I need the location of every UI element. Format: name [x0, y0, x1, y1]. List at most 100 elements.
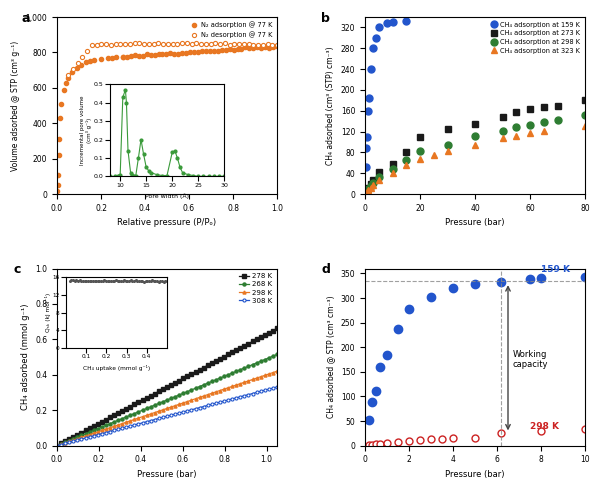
CH₄ adsorption at 159 K	[364, 134, 371, 140]
Text: 159 K: 159 K	[541, 265, 570, 274]
N₂ desorption @ 77 K	[240, 41, 247, 47]
N₂ desorption @ 77 K	[202, 41, 209, 47]
Text: 298 K: 298 K	[530, 422, 559, 431]
N₂ desorption @ 77 K	[136, 40, 143, 46]
CH₄ adsorption at 298 K	[472, 133, 479, 139]
N₂ desorption @ 77 K	[193, 40, 200, 46]
N₂ adsorption @ 77 K	[242, 44, 249, 50]
278 K	[269, 328, 277, 334]
N₂ desorption @ 77 K	[69, 66, 76, 72]
N₂ desorption @ 77 K	[79, 54, 86, 60]
Line: N₂ desorption @ 77 K: N₂ desorption @ 77 K	[66, 41, 279, 77]
CH₄ adsorption at 273 K	[362, 189, 370, 195]
N₂ adsorption @ 77 K	[119, 54, 127, 59]
CH₄ adsorption at 323 K	[364, 187, 371, 193]
CH₄ adsorption at 298 K	[554, 117, 561, 123]
Line: N₂ adsorption @ 77 K: N₂ adsorption @ 77 K	[55, 44, 279, 193]
N₂ desorption @ 77 K	[83, 48, 91, 54]
N₂ desorption @ 77 K	[235, 41, 242, 47]
268 K	[106, 421, 113, 427]
CH₄ adsorption at 298 K	[416, 149, 424, 154]
CH₄ adsorption at 323 K	[444, 149, 451, 154]
CH₄ adsorption at 273 K	[364, 185, 371, 191]
298 K	[78, 434, 85, 440]
N₂ desorption @ 77 K	[160, 41, 167, 47]
278 K	[78, 430, 85, 435]
N₂ desorption @ 77 K	[274, 42, 281, 48]
N₂ desorption @ 77 K	[150, 40, 157, 46]
N₂ desorption @ 77 K	[250, 42, 257, 48]
N₂ desorption @ 77 K	[217, 41, 224, 47]
N₂ desorption @ 77 K	[212, 40, 219, 46]
N₂ desorption @ 77 K	[64, 73, 71, 78]
298 K	[94, 429, 101, 435]
308 K	[274, 384, 281, 390]
CH₄ adsorption at 159 K	[373, 35, 380, 41]
N₂ desorption @ 77 K	[169, 41, 176, 47]
N₂ adsorption @ 77 K	[274, 43, 281, 49]
CH₄ adsorption at 298 K	[367, 184, 374, 189]
298 K	[106, 425, 113, 431]
Text: c: c	[13, 263, 20, 276]
CH₄ adsorption at 298 K	[362, 190, 370, 196]
298 K	[274, 368, 281, 374]
Y-axis label: CH₄ adsorbed (cm³ (STP) cm⁻³): CH₄ adsorbed (cm³ (STP) cm⁻³)	[326, 46, 335, 165]
CH₄ adsorption at 323 K	[430, 152, 437, 158]
Legend: CH₄ adsorption at 159 K, CH₄ adsorption at 273 K, CH₄ adsorption at 298 K, CH₄ a: CH₄ adsorption at 159 K, CH₄ adsorption …	[490, 20, 581, 55]
CH₄ adsorption at 273 K	[526, 106, 533, 112]
Line: 298 K: 298 K	[55, 370, 278, 447]
N₂ desorption @ 77 K	[103, 41, 110, 47]
308 K	[94, 432, 101, 438]
N₂ adsorption @ 77 K	[86, 58, 94, 64]
N₂ desorption @ 77 K	[112, 41, 119, 47]
268 K	[269, 353, 277, 359]
CH₄ adsorption at 323 K	[540, 128, 547, 133]
308 K	[106, 429, 113, 434]
CH₄ adsorption at 159 K	[365, 95, 373, 101]
CH₄ adsorption at 298 K	[540, 119, 547, 125]
N₂ desorption @ 77 K	[126, 41, 133, 47]
CH₄ adsorption at 273 K	[403, 150, 410, 155]
N₂ adsorption @ 77 K	[163, 51, 170, 57]
CH₄ adsorption at 273 K	[364, 187, 371, 193]
CH₄ adsorption at 323 K	[499, 135, 506, 141]
Text: a: a	[22, 12, 30, 25]
298 K	[53, 443, 61, 449]
N₂ desorption @ 77 K	[207, 41, 214, 47]
268 K	[135, 409, 142, 415]
Line: CH₄ adsorption at 298 K: CH₄ adsorption at 298 K	[362, 112, 589, 197]
Line: 308 K: 308 K	[55, 386, 278, 447]
278 K	[94, 421, 101, 427]
Legend: N₂ adsorption @ 77 K, N₂ desorption @ 77 K: N₂ adsorption @ 77 K, N₂ desorption @ 77…	[189, 20, 274, 39]
308 K	[269, 385, 277, 391]
N₂ desorption @ 77 K	[188, 41, 195, 47]
Legend: 278 K, 268 K, 298 K, 308 K: 278 K, 268 K, 298 K, 308 K	[238, 272, 274, 305]
N₂ desorption @ 77 K	[264, 41, 271, 47]
268 K	[53, 443, 61, 449]
CH₄ adsorption at 298 K	[370, 180, 377, 186]
CH₄ adsorption at 323 K	[364, 188, 371, 194]
CH₄ adsorption at 298 K	[581, 112, 589, 118]
CH₄ adsorption at 159 K	[367, 66, 374, 72]
N₂ desorption @ 77 K	[197, 41, 205, 47]
N₂ desorption @ 77 K	[155, 40, 162, 46]
CH₄ adsorption at 273 K	[444, 126, 451, 132]
N₂ adsorption @ 77 K	[179, 50, 186, 56]
298 K	[135, 415, 142, 421]
N₂ desorption @ 77 K	[226, 42, 233, 48]
CH₄ adsorption at 323 K	[403, 163, 410, 169]
N₂ desorption @ 77 K	[140, 41, 148, 47]
268 K	[249, 362, 256, 368]
CH₄ adsorption at 273 K	[416, 134, 424, 140]
268 K	[274, 352, 281, 357]
Text: Working
capacity: Working capacity	[512, 350, 548, 369]
CH₄ adsorption at 273 K	[370, 177, 377, 183]
CH₄ adsorption at 323 K	[375, 177, 382, 183]
278 K	[274, 325, 281, 331]
N₂ desorption @ 77 K	[88, 42, 95, 48]
N₂ desorption @ 77 K	[121, 41, 128, 47]
298 K	[269, 370, 277, 375]
N₂ desorption @ 77 K	[107, 42, 115, 48]
Line: CH₄ adsorption at 323 K: CH₄ adsorption at 323 K	[362, 123, 589, 197]
N₂ desorption @ 77 K	[131, 40, 138, 46]
